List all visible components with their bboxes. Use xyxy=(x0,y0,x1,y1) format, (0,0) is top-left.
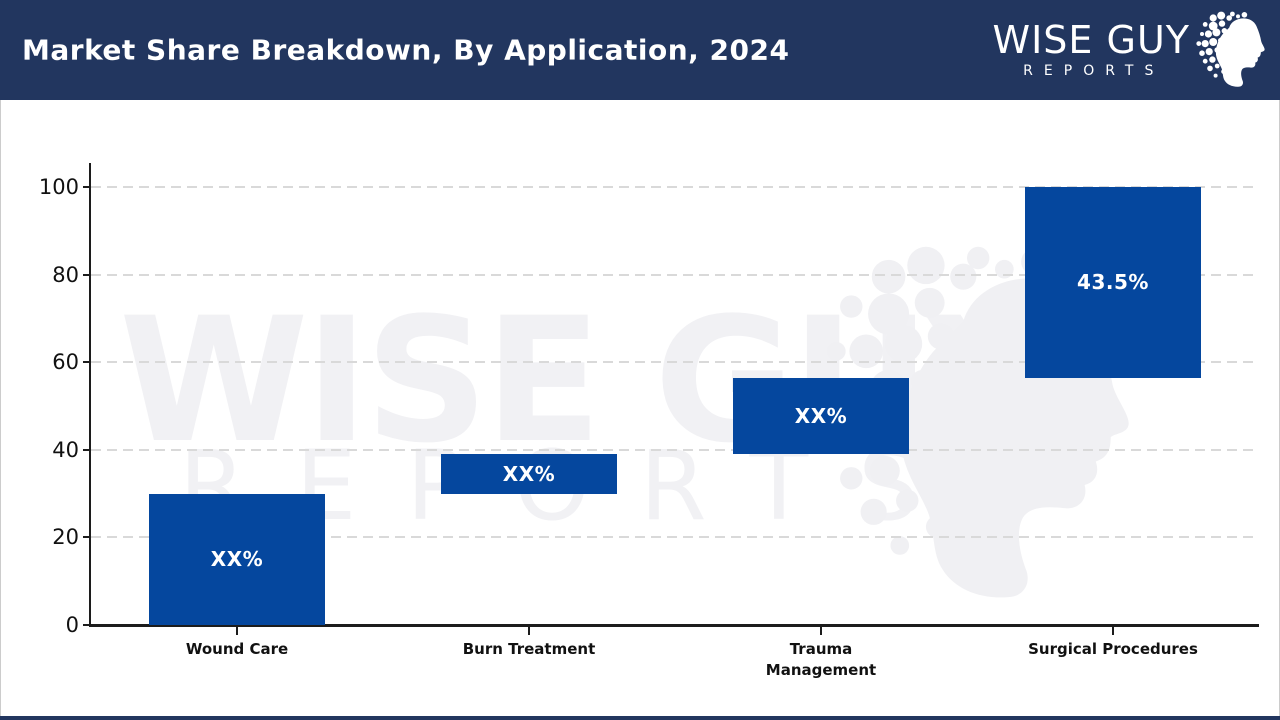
bar-value-label: XX% xyxy=(794,403,848,428)
y-axis-tick xyxy=(83,361,91,364)
y-axis-tick xyxy=(83,273,91,276)
x-category-label: Burn Treatment xyxy=(462,640,596,658)
gridline xyxy=(91,536,1259,539)
page-title: Market Share Breakdown, By Application, … xyxy=(22,33,790,67)
gridline xyxy=(91,361,1259,364)
bar-value-label: XX% xyxy=(210,547,264,572)
y-axis-tick xyxy=(83,448,91,451)
gridline xyxy=(91,273,1259,276)
x-axis-tick xyxy=(1112,627,1114,635)
x-axis-tick xyxy=(236,627,238,635)
gridline xyxy=(91,186,1259,188)
waterfall-bar-surgical-procedures: 43.5% xyxy=(1025,187,1201,378)
y-tick-label: 80 xyxy=(52,262,79,287)
gridline xyxy=(91,448,1259,451)
x-axis-tick xyxy=(528,627,530,635)
y-tick-label: 40 xyxy=(52,437,79,462)
logo-subtitle: REPORTS xyxy=(1023,62,1165,79)
logo-wordmark: WISE GUY xyxy=(992,18,1190,63)
x-category-label: Trauma Management xyxy=(765,640,877,679)
waterfall-bar-wound-care: XX% xyxy=(149,493,325,625)
waterfall-chart: 0 20 40 60 80 100 XX% Wound Care XX% Burn Treatme… xyxy=(1,100,1279,716)
y-axis-tick xyxy=(83,624,91,626)
bar-value-label: 43.5% xyxy=(1077,270,1149,295)
y-tick-label: 60 xyxy=(52,350,79,375)
y-tick-label: 100 xyxy=(38,175,79,199)
waterfall-bar-burn-treatment: XX% xyxy=(441,454,617,494)
x-category-label: Surgical Procedures xyxy=(1028,640,1198,658)
x-category-label: Wound Care xyxy=(185,640,289,658)
y-tick-label: 20 xyxy=(52,525,79,550)
footer-bar xyxy=(0,716,1280,720)
y-axis-tick xyxy=(83,536,91,539)
header-bar: Market Share Breakdown, By Application, … xyxy=(0,0,1280,100)
y-axis-line xyxy=(89,163,91,627)
wiseguy-face-icon xyxy=(1194,10,1266,90)
wiseguy-logo: WISE GUY REPORTS xyxy=(993,7,1266,93)
x-axis-line xyxy=(89,624,1259,627)
y-tick-label: 0 xyxy=(65,613,79,637)
bar-value-label: XX% xyxy=(502,461,556,486)
logo-text: WISE GUY REPORTS xyxy=(992,18,1190,79)
waterfall-bar-trauma-management: XX% xyxy=(733,377,909,455)
y-axis-tick xyxy=(83,186,91,188)
x-axis-tick xyxy=(820,627,822,635)
